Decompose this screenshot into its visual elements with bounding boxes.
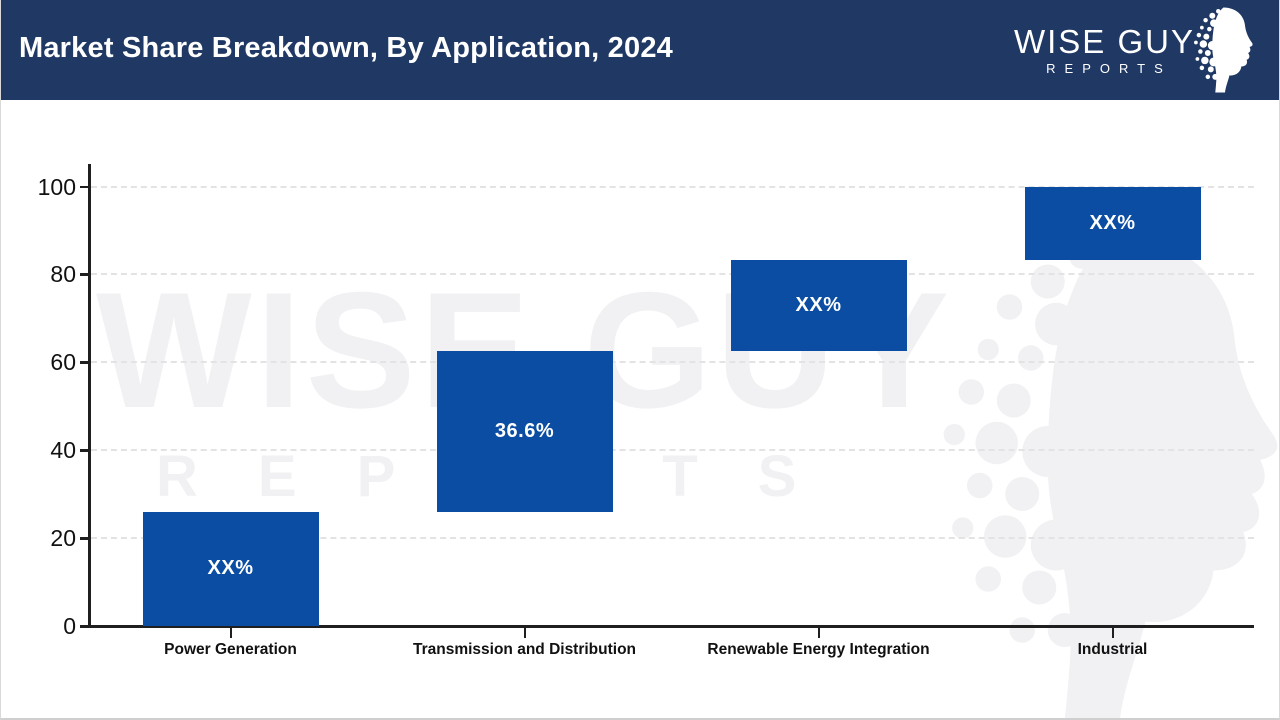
x-axis-tick xyxy=(817,628,820,638)
x-axis-category-label: Industrial xyxy=(1077,641,1148,658)
gridline xyxy=(91,273,1254,276)
bar-value-label: XX% xyxy=(1089,211,1136,234)
x-axis-category-label: Transmission and Distribution xyxy=(412,641,637,658)
y-axis-tick-label: 100 xyxy=(37,173,76,200)
y-axis-tick-label: 20 xyxy=(50,525,76,552)
logo-reports-label: REPORTS xyxy=(1046,60,1172,76)
y-axis-tick-label: 60 xyxy=(50,349,76,376)
bar-renewable-energy-integration: XX% xyxy=(730,259,907,351)
x-axis-tick xyxy=(1111,628,1114,638)
y-axis-tick-label: 80 xyxy=(50,261,76,288)
wiseguy-head-icon xyxy=(1194,7,1253,93)
y-axis-tick xyxy=(80,625,90,628)
y-axis-tick xyxy=(80,537,90,540)
x-axis-category-label: Power Generation xyxy=(164,641,297,658)
wiseguy-logo: WISE GUY REPORTS xyxy=(1014,4,1263,96)
y-axis-tick-label: 40 xyxy=(50,437,76,464)
y-axis xyxy=(88,164,91,628)
logo-wiseguy-label: WISE GUY xyxy=(1013,22,1195,60)
y-axis-tick xyxy=(80,449,90,452)
bar-power-generation: XX% xyxy=(142,511,319,626)
bar-value-label: 36.6% xyxy=(494,419,555,442)
wiseguy-logo-text: WISE GUY REPORTS xyxy=(1013,22,1195,76)
gridline xyxy=(91,185,1254,188)
chart-title: Market Share Breakdown, By Application, … xyxy=(19,31,673,64)
gridline xyxy=(91,449,1254,452)
x-axis xyxy=(88,625,1254,628)
x-axis-tick xyxy=(229,628,232,638)
bar-value-label: XX% xyxy=(207,557,254,580)
gridline xyxy=(91,361,1254,364)
header-bar: Market Share Breakdown, By Application, … xyxy=(1,0,1279,100)
x-axis-tick xyxy=(523,628,526,638)
bar-transmission-and-distribution: 36.6% xyxy=(436,350,613,512)
y-axis-tick xyxy=(80,185,90,189)
x-axis-category-label: Renewable Energy Integration xyxy=(707,641,930,658)
y-axis-tick-label: 0 xyxy=(63,613,76,639)
bar-value-label: XX% xyxy=(795,293,842,316)
y-axis-tick xyxy=(80,273,90,276)
gridline xyxy=(91,537,1254,540)
bar-industrial: XX% xyxy=(1024,186,1201,260)
y-axis-tick xyxy=(80,361,90,364)
